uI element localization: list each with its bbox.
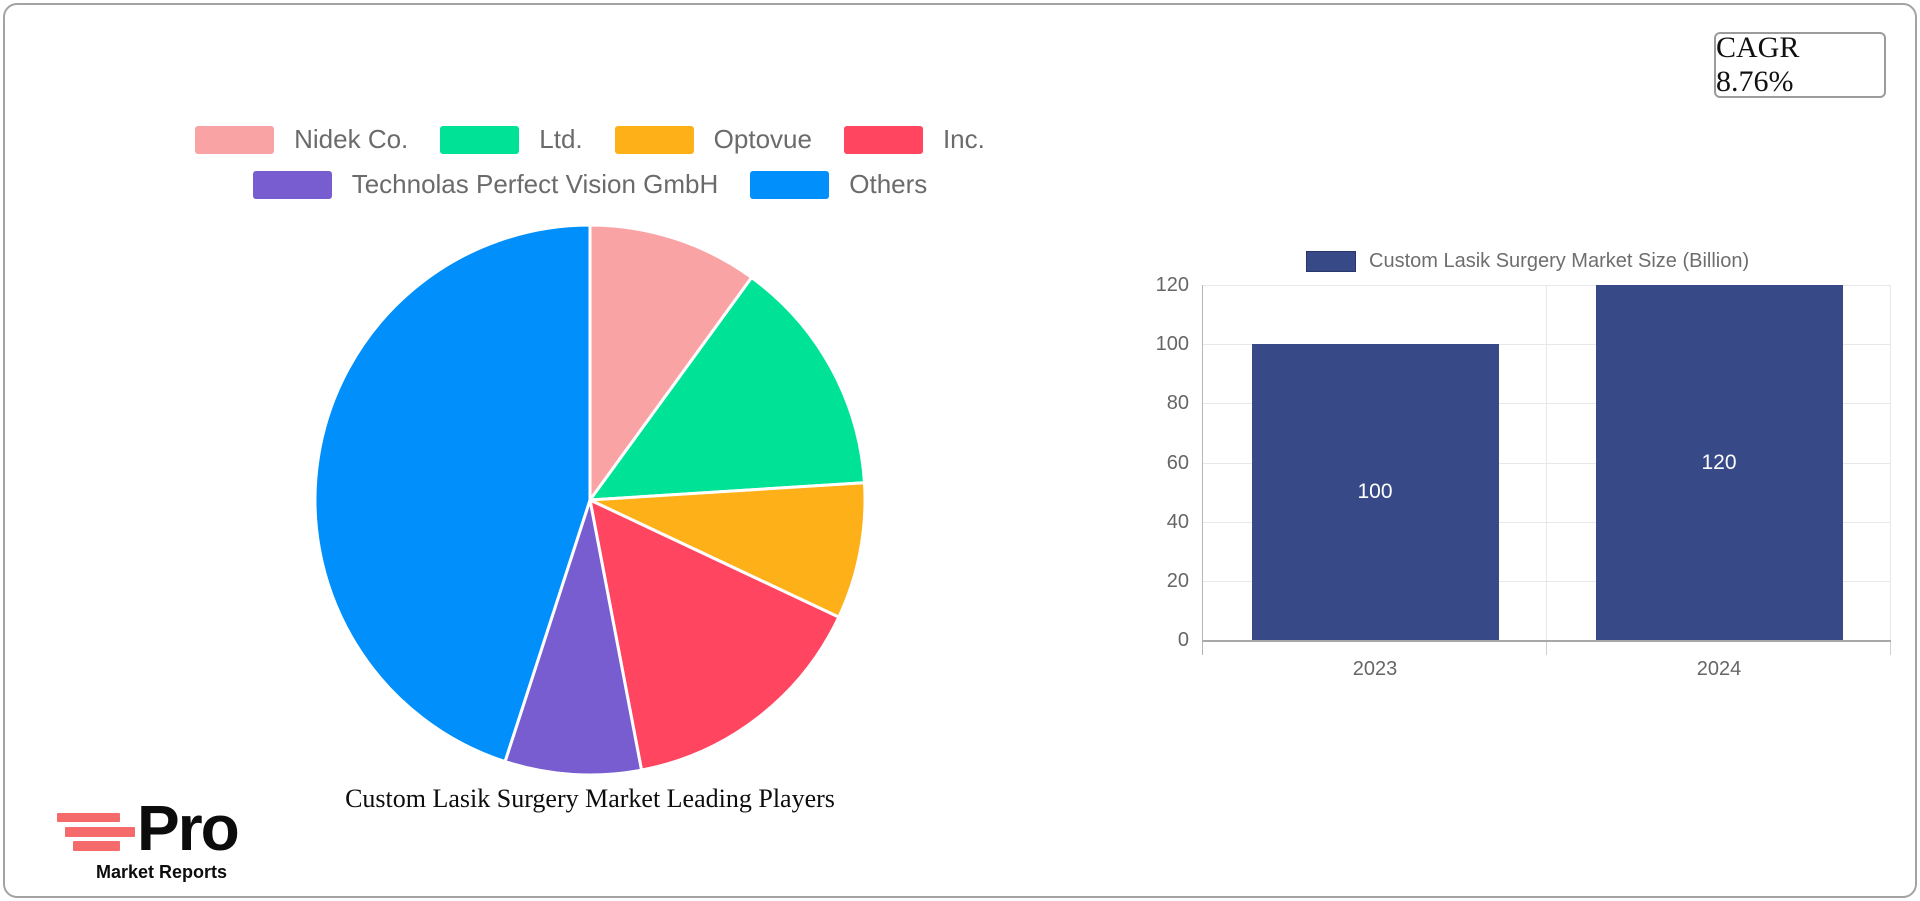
- pie-chart-title: Custom Lasik Surgery Market Leading Play…: [345, 784, 835, 813]
- legend-item-optovue[interactable]: Optovue: [614, 124, 812, 155]
- y-axis-label: 0: [1177, 629, 1189, 651]
- y-axis-label: 60: [1166, 451, 1189, 474]
- y-axis-label: 20: [1166, 569, 1189, 592]
- x-gridline: [1546, 285, 1547, 640]
- bar-legend-swatch: [1306, 251, 1356, 272]
- legend-label: Ltd.: [539, 124, 583, 154]
- y-gridline: [1203, 580, 1891, 582]
- pie-chart: [313, 223, 867, 777]
- y-gridline: [1203, 285, 1891, 286]
- legend-item-ltd[interactable]: Ltd.: [440, 124, 583, 155]
- logo-bar-icon: [65, 827, 135, 837]
- legend-swatch: [252, 170, 332, 199]
- y-axis-label: 80: [1166, 392, 1189, 415]
- x-gridline: [1890, 285, 1891, 640]
- pie-slice-ltd[interactable]: [588, 276, 866, 502]
- y-gridline: [1203, 344, 1891, 346]
- legend-row: Technolas Perfect Vision GmbH Others: [252, 169, 927, 200]
- logo-title: Pro: [137, 792, 240, 864]
- pie-slice-nidek-co[interactable]: [588, 223, 754, 502]
- pie-slice-others[interactable]: [313, 223, 592, 764]
- x-axis-tick: [1546, 642, 1547, 655]
- cagr-badge: CAGR 8.76%: [1714, 31, 1886, 98]
- legend-swatch: [750, 170, 830, 199]
- x-axis-label: 2023: [1352, 658, 1398, 680]
- bar-value-label: 100: [1357, 480, 1393, 504]
- pie-legend: Nidek Co. Ltd. Optovue Inc. Technolas Perfec…: [140, 124, 1040, 200]
- legend-item-technolas-perfect-vision-gmbh[interactable]: Technolas Perfect Vision GmbH: [252, 169, 719, 200]
- legend-label: Inc.: [942, 124, 985, 154]
- y-axis-label: 120: [1155, 274, 1189, 296]
- legend-item-others[interactable]: Others: [750, 169, 927, 200]
- legend-label: Others: [849, 169, 928, 199]
- logo-bar-icon: [57, 813, 120, 822]
- legend-item-inc[interactable]: Inc.: [843, 124, 985, 155]
- legend-label: Optovue: [713, 124, 812, 154]
- y-gridline: [1203, 403, 1891, 405]
- y-gridline: [1203, 462, 1891, 464]
- legend-label: Technolas Perfect Vision GmbH: [351, 169, 719, 199]
- legend-label: Nidek Co.: [294, 124, 409, 154]
- x-axis-tick: [1890, 642, 1891, 655]
- bar-2023[interactable]: 100: [1251, 344, 1499, 640]
- pie-slice-inc[interactable]: [588, 498, 841, 772]
- bar-legend-label: Custom Lasik Surgery Market Size (Billio…: [1369, 250, 1750, 272]
- legend-swatch: [614, 125, 694, 154]
- legend-row: Nidek Co. Ltd. Optovue Inc.: [195, 124, 985, 155]
- y-axis-label: 100: [1155, 333, 1189, 356]
- pro-market-reports-logo: Pro Market Reports: [37, 796, 240, 895]
- logo-subtitle: Market Reports: [96, 862, 228, 882]
- pie-slice-optovue[interactable]: [588, 481, 867, 619]
- x-axis-label: 2024: [1696, 658, 1742, 680]
- bar-2024[interactable]: 120: [1595, 285, 1843, 640]
- legend-swatch: [195, 125, 275, 154]
- legend-swatch: [843, 125, 923, 154]
- cagr-label: CAGR 8.76%: [1716, 31, 1800, 98]
- y-gridline: [1203, 521, 1891, 523]
- legend-item-nidek-co[interactable]: Nidek Co.: [195, 124, 408, 155]
- bar-value-label: 120: [1701, 450, 1737, 474]
- legend-swatch: [440, 125, 520, 154]
- pie-slice-technolas-perfect-vision-gmbh[interactable]: [503, 498, 644, 777]
- bar-chart: 0 20 40 60 80 100 120 100 2023 120 2024: [1156, 274, 1891, 680]
- y-axis-label: 40: [1166, 510, 1189, 533]
- bar-legend-item[interactable]: Custom Lasik Surgery Market Size (Billio…: [1306, 250, 1749, 273]
- logo-bar-icon: [73, 841, 120, 851]
